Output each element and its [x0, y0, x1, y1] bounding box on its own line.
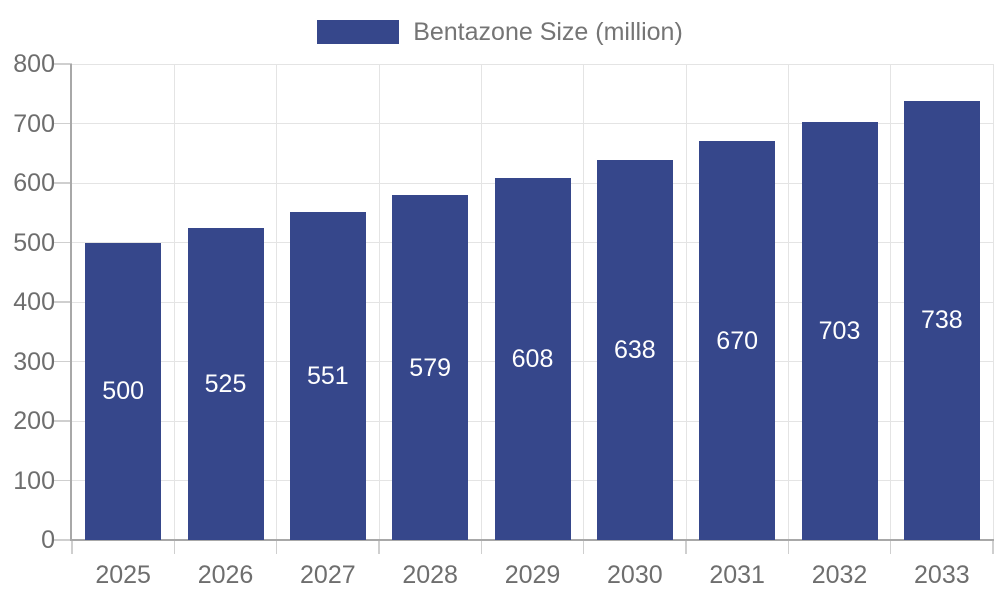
y-axis-tick	[54, 301, 72, 303]
x-axis-tick	[787, 541, 790, 554]
x-tick-label: 2029	[504, 561, 561, 589]
y-tick-label: 400	[13, 288, 55, 316]
x-axis-tick	[685, 541, 687, 554]
bar	[289, 212, 366, 540]
x-gridline	[480, 64, 482, 540]
x-gridline	[378, 64, 380, 540]
x-axis-tick	[275, 541, 278, 554]
x-axis-line	[70, 539, 994, 541]
x-gridline	[890, 64, 892, 540]
bar-value-label: 703	[818, 316, 861, 345]
x-tick-label: 2031	[709, 561, 765, 589]
bar	[903, 100, 980, 540]
y-gridline	[72, 63, 993, 65]
x-axis-tick	[71, 541, 73, 554]
x-axis-tick	[173, 541, 176, 554]
x-tick-label: 2026	[197, 561, 254, 589]
y-tick-label: 300	[13, 347, 55, 376]
y-axis-tick	[54, 479, 72, 482]
bar-value-label: 551	[306, 362, 349, 391]
y-axis-tick	[54, 122, 72, 125]
y-gridline	[72, 123, 993, 124]
legend-swatch	[317, 20, 400, 44]
y-tick-label: 500	[13, 228, 55, 257]
x-axis-tick	[378, 541, 380, 554]
x-gridline	[276, 64, 278, 540]
x-gridline	[173, 64, 175, 540]
bar	[801, 121, 878, 540]
x-gridline	[992, 64, 994, 540]
bar-value-label: 608	[511, 345, 554, 374]
x-axis-tick	[992, 541, 994, 554]
y-axis-tick	[54, 539, 72, 541]
bar-value-label: 738	[920, 306, 963, 335]
bar	[596, 160, 673, 540]
x-tick-label: 2028	[402, 561, 458, 589]
x-tick-label: 2030	[607, 561, 663, 589]
y-tick-label: 800	[13, 50, 55, 78]
legend-label: Bentazone Size (million)	[413, 17, 683, 46]
x-tick-label: 2025	[95, 561, 151, 589]
bar-value-label: 525	[204, 369, 247, 398]
bar-value-label: 638	[613, 336, 656, 365]
bar-value-label: 500	[102, 377, 145, 406]
bar	[392, 195, 469, 540]
y-tick-label: 100	[13, 466, 55, 495]
y-axis-tick	[54, 182, 72, 184]
bar-value-label: 579	[409, 353, 452, 382]
y-tick-label: 700	[13, 109, 55, 138]
bar	[494, 178, 571, 540]
x-gridline	[685, 64, 687, 540]
bar	[187, 227, 264, 540]
y-axis-tick	[54, 420, 72, 422]
y-tick-label: 0	[41, 526, 55, 554]
x-gridline	[787, 64, 789, 540]
x-tick-label: 2033	[914, 561, 970, 589]
x-tick-label: 2027	[300, 561, 356, 589]
y-axis-tick	[54, 360, 72, 363]
y-axis-tick	[54, 63, 72, 65]
bar	[699, 141, 776, 540]
x-axis-tick	[480, 541, 483, 554]
bar	[85, 242, 162, 540]
x-tick-label: 2032	[811, 561, 868, 589]
bar-value-label: 670	[716, 326, 759, 355]
y-tick-label: 200	[13, 407, 55, 435]
x-gridline	[583, 64, 585, 540]
y-tick-label: 600	[13, 169, 55, 197]
y-axis-line	[70, 64, 72, 541]
x-axis-tick	[582, 541, 585, 554]
x-axis-tick	[889, 541, 892, 554]
y-axis-tick	[54, 241, 72, 244]
legend[interactable]: Bentazone Size (million)	[0, 17, 1000, 47]
